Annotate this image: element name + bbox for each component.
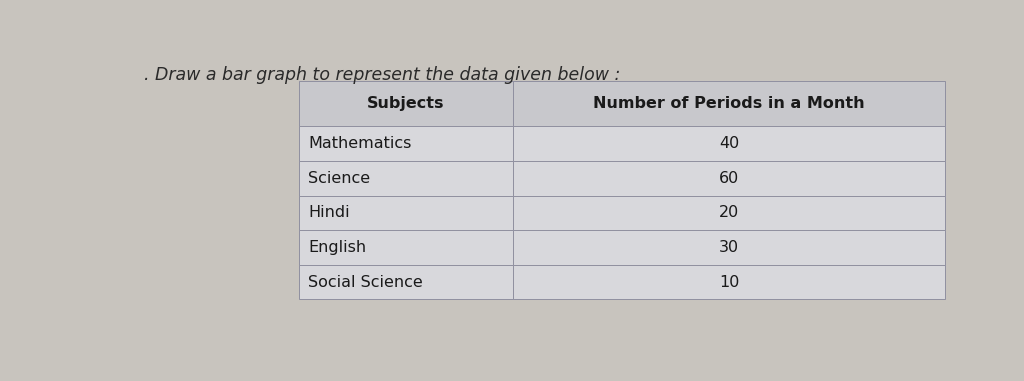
FancyBboxPatch shape <box>299 195 513 230</box>
Text: Number of Periods in a Month: Number of Periods in a Month <box>593 96 865 111</box>
Text: Hindi: Hindi <box>308 205 350 221</box>
Text: Subjects: Subjects <box>367 96 444 111</box>
Text: 40: 40 <box>719 136 739 151</box>
Text: Social Science: Social Science <box>308 275 423 290</box>
Text: 60: 60 <box>719 171 739 186</box>
Text: Mathematics: Mathematics <box>308 136 412 151</box>
FancyBboxPatch shape <box>299 126 513 161</box>
FancyBboxPatch shape <box>299 81 513 126</box>
Text: English: English <box>308 240 367 255</box>
FancyBboxPatch shape <box>513 161 945 195</box>
FancyBboxPatch shape <box>299 230 513 265</box>
FancyBboxPatch shape <box>513 230 945 265</box>
Text: 20: 20 <box>719 205 739 221</box>
Text: 10: 10 <box>719 275 739 290</box>
Text: 30: 30 <box>719 240 739 255</box>
FancyBboxPatch shape <box>513 195 945 230</box>
FancyBboxPatch shape <box>513 81 945 126</box>
FancyBboxPatch shape <box>299 265 513 299</box>
FancyBboxPatch shape <box>513 126 945 161</box>
Text: . Draw a bar graph to represent the data given below :: . Draw a bar graph to represent the data… <box>143 66 621 84</box>
FancyBboxPatch shape <box>299 161 513 195</box>
FancyBboxPatch shape <box>513 265 945 299</box>
Text: Science: Science <box>308 171 371 186</box>
